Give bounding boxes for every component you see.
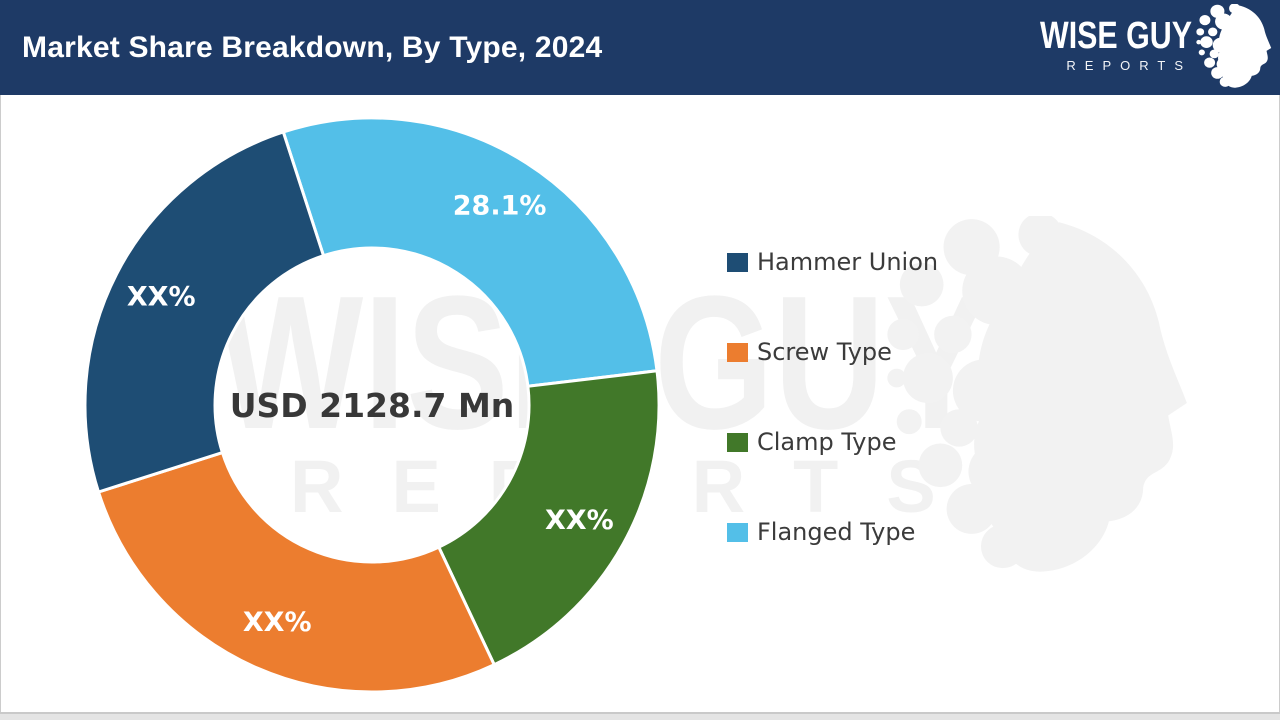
legend-label: Screw Type — [757, 338, 892, 366]
brand-logo-face-icon — [1196, 4, 1272, 88]
legend-label: Flanged Type — [757, 518, 916, 546]
legend-swatch — [727, 522, 748, 542]
face-dot — [934, 315, 972, 354]
face-dot — [1199, 15, 1211, 26]
header-bar: Market Share Breakdown, By Type, 2024 WI… — [0, 0, 1280, 95]
face-dot — [887, 318, 919, 351]
face-dot — [896, 409, 922, 435]
face-dot — [1208, 27, 1218, 37]
bottom-edge-strip — [0, 714, 1280, 720]
brand-logo-subtitle: REPORTS — [1066, 58, 1192, 73]
page-title: Market Share Breakdown, By Type, 2024 — [22, 30, 603, 64]
face-dot — [899, 262, 944, 307]
segment-label: XX% — [545, 505, 614, 536]
face-profile — [1218, 5, 1272, 88]
face-dot — [1196, 28, 1205, 36]
donut-segment-clamp-type — [437, 369, 661, 667]
face-dot — [1209, 49, 1219, 59]
face-dot — [1204, 57, 1216, 68]
left-border — [0, 95, 1, 720]
donut-segment-hammer-union — [83, 130, 325, 494]
legend-item-clamp-type: Clamp Type — [727, 428, 938, 456]
face-dot — [918, 443, 963, 488]
brand-logo-wordmark: WISE GUY — [1039, 15, 1192, 57]
legend-label: Clamp Type — [757, 428, 897, 456]
segment-label: 28.1% — [453, 190, 547, 221]
legend-item-flanged-type: Flanged Type — [727, 518, 938, 546]
chart-center-value: USD 2128.7 Mn — [229, 386, 515, 425]
donut-segment-screw-type — [97, 451, 496, 694]
legend-swatch — [727, 432, 748, 452]
legend-swatch — [727, 342, 748, 362]
face-dot — [940, 409, 978, 447]
face-dot — [946, 484, 997, 534]
chart-legend: Hammer Union Screw Type Clamp Type Flanged … — [727, 248, 939, 612]
segment-label: XX% — [243, 607, 312, 638]
brand-logo-text: WISE GUY REPORTS — [1002, 17, 1192, 73]
face-dot — [1211, 67, 1224, 79]
face-profile — [974, 222, 1187, 572]
legend-item-hammer-union: Hammer Union — [727, 248, 939, 276]
donut-chart: 28.1% XX% XX% XX% — [83, 116, 661, 694]
face-dot — [1196, 39, 1202, 45]
donut-segment-flanged-type — [281, 116, 659, 388]
face-dot — [887, 368, 907, 388]
legend-swatch — [727, 252, 748, 272]
bottom-border-line — [0, 712, 1280, 714]
legend-label: Hammer Union — [757, 248, 939, 276]
legend-item-screw-type: Screw Type — [727, 338, 938, 366]
watermark-face-icon — [887, 216, 1187, 572]
face-dot — [902, 353, 953, 403]
segment-label: XX% — [127, 282, 196, 313]
brand-logo: WISE GUY REPORTS — [1002, 2, 1272, 94]
face-dot — [1198, 49, 1205, 56]
face-dot — [1200, 36, 1213, 48]
